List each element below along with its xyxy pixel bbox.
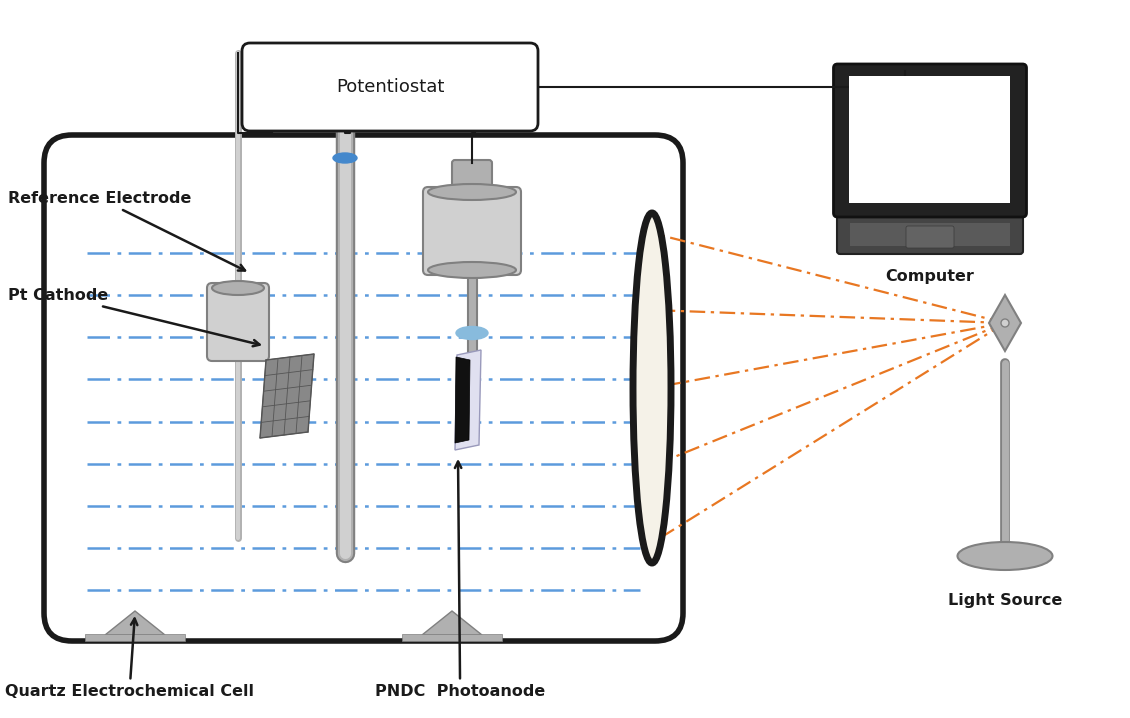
Bar bbox=[402, 634, 502, 641]
Ellipse shape bbox=[1001, 319, 1009, 327]
Polygon shape bbox=[989, 295, 1022, 351]
Text: Quartz Electrochemical Cell: Quartz Electrochemical Cell bbox=[5, 618, 254, 699]
FancyBboxPatch shape bbox=[423, 187, 521, 275]
Text: PNDC  Photoanode: PNDC Photoanode bbox=[375, 462, 546, 699]
FancyBboxPatch shape bbox=[452, 160, 492, 194]
Ellipse shape bbox=[428, 262, 516, 278]
Bar bbox=[850, 223, 1010, 246]
FancyBboxPatch shape bbox=[44, 135, 683, 641]
FancyBboxPatch shape bbox=[906, 226, 954, 248]
Bar bbox=[85, 634, 185, 641]
Ellipse shape bbox=[212, 281, 264, 295]
Polygon shape bbox=[455, 350, 481, 450]
Text: Potentiostat: Potentiostat bbox=[336, 78, 444, 96]
FancyBboxPatch shape bbox=[207, 283, 269, 361]
Ellipse shape bbox=[428, 184, 516, 200]
FancyBboxPatch shape bbox=[837, 210, 1023, 254]
Ellipse shape bbox=[633, 213, 671, 563]
Polygon shape bbox=[455, 357, 470, 443]
Ellipse shape bbox=[457, 327, 488, 340]
Text: Light Source: Light Source bbox=[948, 593, 1062, 608]
FancyBboxPatch shape bbox=[242, 43, 538, 131]
Ellipse shape bbox=[957, 542, 1052, 570]
Polygon shape bbox=[421, 611, 483, 635]
Bar bbox=[850, 76, 1010, 203]
Polygon shape bbox=[105, 611, 165, 635]
Text: Computer: Computer bbox=[886, 269, 974, 284]
Text: Reference Electrode: Reference Electrode bbox=[8, 191, 245, 271]
Ellipse shape bbox=[333, 153, 357, 163]
Polygon shape bbox=[260, 354, 314, 438]
FancyBboxPatch shape bbox=[834, 64, 1026, 217]
Text: Pt Cathode: Pt Cathode bbox=[8, 288, 260, 346]
